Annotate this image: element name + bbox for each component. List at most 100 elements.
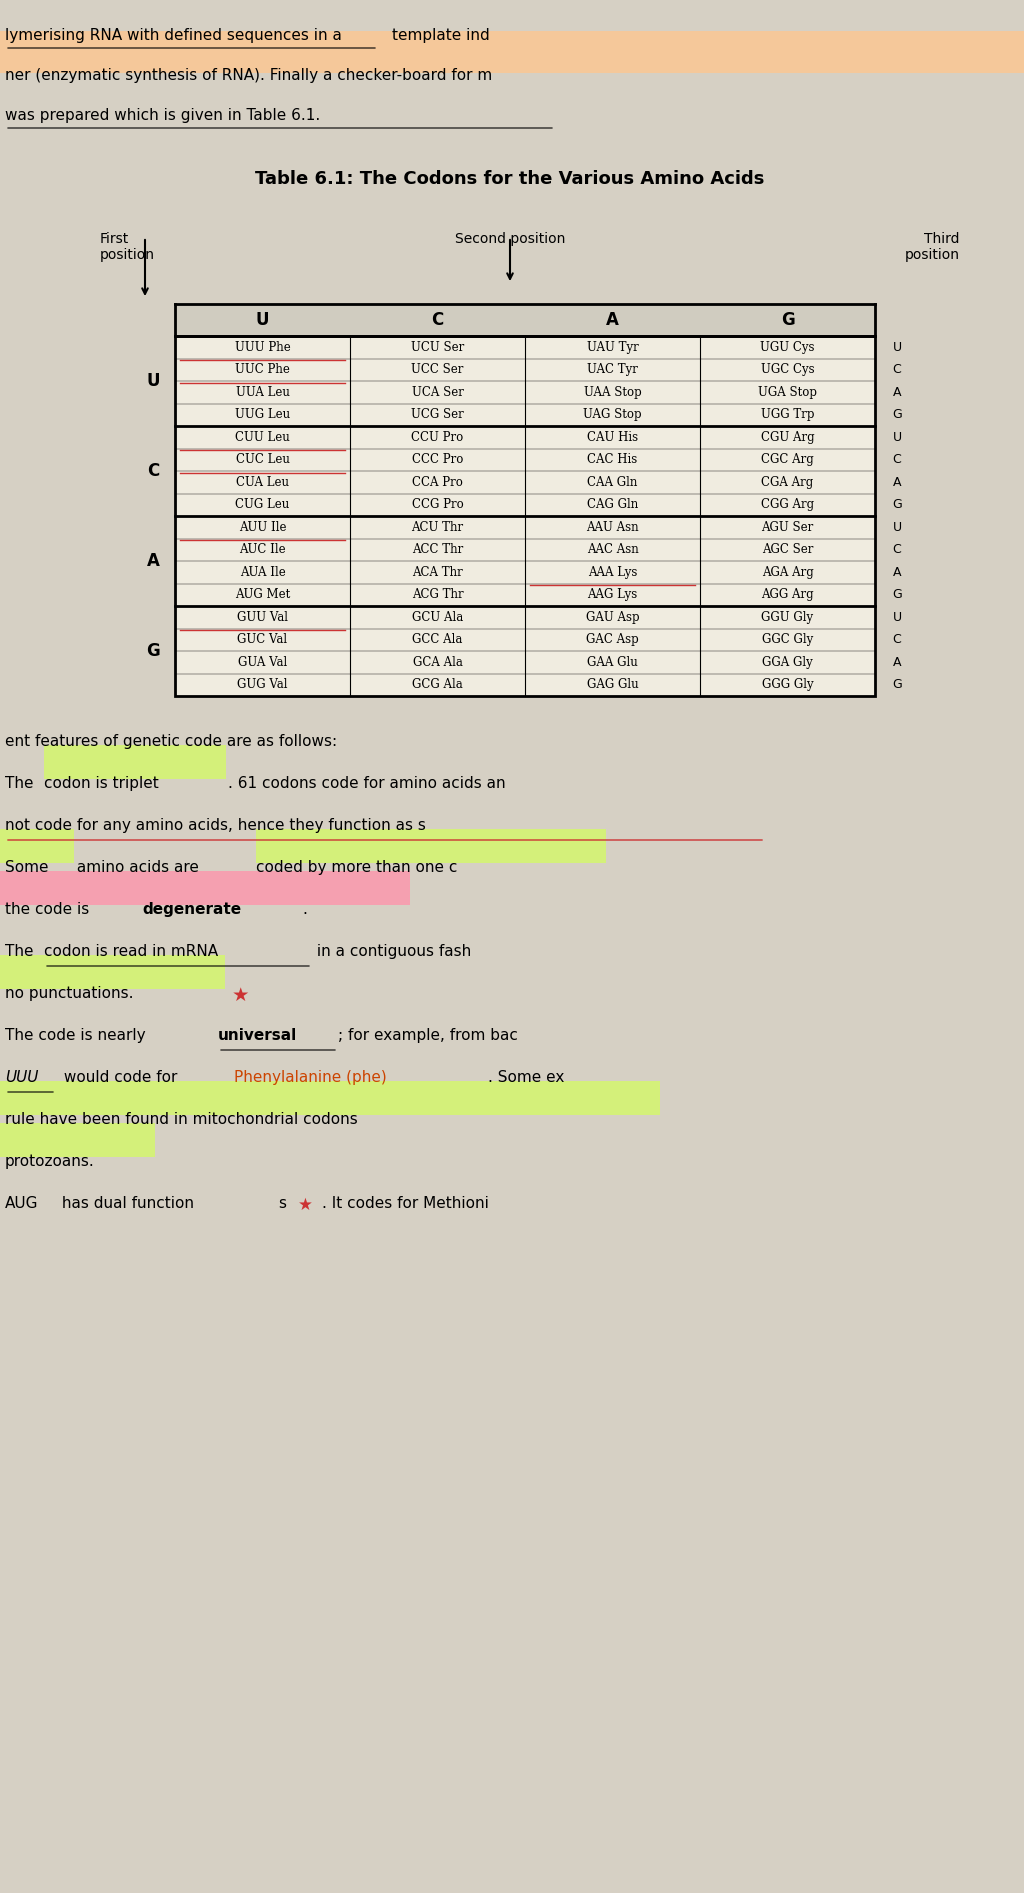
FancyBboxPatch shape [700, 426, 874, 517]
Text: UAA Stop: UAA Stop [584, 386, 641, 399]
Text: template ind: template ind [392, 28, 489, 44]
Text: rule have been found in mitochondrial codons: rule have been found in mitochondrial co… [5, 1111, 357, 1126]
Text: GCU Ala: GCU Ala [412, 611, 463, 625]
Text: CGU Arg: CGU Arg [761, 432, 814, 443]
Text: UCA Ser: UCA Ser [412, 386, 464, 399]
Text: protozoans.: protozoans. [5, 1155, 95, 1170]
Text: AAG Lys: AAG Lys [588, 589, 638, 602]
Text: . Some ex: . Some ex [488, 1070, 564, 1085]
FancyBboxPatch shape [700, 335, 874, 426]
Text: ACU Thr: ACU Thr [412, 521, 464, 534]
Text: GAU Asp: GAU Asp [586, 611, 639, 625]
Text: A: A [893, 566, 901, 579]
Text: G: G [892, 589, 902, 602]
Text: ; for example, from bac: ; for example, from bac [338, 1028, 518, 1043]
Text: AUC Ile: AUC Ile [240, 543, 286, 557]
FancyBboxPatch shape [175, 606, 350, 697]
Text: C: C [893, 452, 901, 466]
Text: not code for any amino acids, hence they function as s: not code for any amino acids, hence they… [5, 818, 426, 833]
Text: ner (enzymatic synthesis of RNA). Finally a checker-board for m: ner (enzymatic synthesis of RNA). Finall… [5, 68, 493, 83]
Text: CUA Leu: CUA Leu [236, 475, 289, 488]
Text: degenerate: degenerate [142, 901, 241, 916]
Text: ★: ★ [298, 1196, 313, 1213]
Text: GGG Gly: GGG Gly [762, 678, 813, 691]
FancyBboxPatch shape [0, 871, 410, 905]
Text: CCC Pro: CCC Pro [412, 452, 463, 466]
Text: CUU Leu: CUU Leu [236, 432, 290, 443]
Text: AUG: AUG [5, 1196, 39, 1212]
Text: A: A [606, 310, 618, 329]
Text: CAG Gln: CAG Gln [587, 498, 638, 511]
Text: CGG Arg: CGG Arg [761, 498, 814, 511]
Text: GAA Glu: GAA Glu [587, 655, 638, 668]
Text: GGU Gly: GGU Gly [762, 611, 813, 625]
Text: GUU Val: GUU Val [237, 611, 288, 625]
Text: ACC Thr: ACC Thr [412, 543, 463, 557]
Text: AUG Met: AUG Met [234, 589, 290, 602]
Text: A: A [893, 386, 901, 399]
FancyBboxPatch shape [525, 426, 700, 517]
Text: GAC Asp: GAC Asp [586, 634, 639, 646]
Text: Second position: Second position [455, 233, 565, 246]
FancyBboxPatch shape [350, 606, 525, 697]
Text: Table 6.1: The Codons for the Various Amino Acids: Table 6.1: The Codons for the Various Am… [255, 170, 765, 187]
Text: A: A [893, 655, 901, 668]
FancyBboxPatch shape [175, 426, 350, 517]
Text: C: C [893, 363, 901, 377]
Text: AAU Asn: AAU Asn [586, 521, 639, 534]
Text: U: U [893, 432, 901, 443]
Text: CGA Arg: CGA Arg [762, 475, 814, 488]
Text: ent features of genetic code are as follows:: ent features of genetic code are as foll… [5, 734, 337, 750]
Text: has dual function: has dual function [57, 1196, 194, 1212]
Text: codon is read in mRNA: codon is read in mRNA [44, 945, 218, 960]
Text: CAA Gln: CAA Gln [588, 475, 638, 488]
FancyBboxPatch shape [350, 517, 525, 606]
Text: . It codes for Methioni: . It codes for Methioni [322, 1196, 488, 1212]
Text: UUG Leu: UUG Leu [234, 409, 290, 422]
Text: UAU Tyr: UAU Tyr [587, 341, 638, 354]
Text: lymerising RNA with defined sequences in a: lymerising RNA with defined sequences in… [5, 28, 347, 44]
Text: C: C [893, 543, 901, 557]
Text: U: U [893, 341, 901, 354]
Text: G: G [780, 310, 795, 329]
Text: AGA Arg: AGA Arg [762, 566, 813, 579]
Text: UUU: UUU [5, 1070, 38, 1085]
Text: s: s [278, 1196, 286, 1212]
Text: UGC Cys: UGC Cys [761, 363, 814, 377]
Text: GGA Gly: GGA Gly [762, 655, 813, 668]
FancyBboxPatch shape [175, 305, 874, 335]
Text: The: The [5, 945, 38, 960]
Text: GAG Glu: GAG Glu [587, 678, 638, 691]
Text: The code is nearly: The code is nearly [5, 1028, 151, 1043]
Text: GCG Ala: GCG Ala [412, 678, 463, 691]
Text: A: A [146, 553, 160, 570]
Text: The: The [5, 776, 38, 791]
Text: G: G [892, 409, 902, 422]
Text: UGG Trp: UGG Trp [761, 409, 814, 422]
Text: AGC Ser: AGC Ser [762, 543, 813, 557]
Text: U: U [256, 310, 269, 329]
Text: UAC Tyr: UAC Tyr [587, 363, 638, 377]
Text: UCG Ser: UCG Ser [411, 409, 464, 422]
FancyBboxPatch shape [0, 829, 74, 863]
Text: GCA Ala: GCA Ala [413, 655, 463, 668]
FancyBboxPatch shape [525, 517, 700, 606]
Text: was prepared which is given in Table 6.1.: was prepared which is given in Table 6.1… [5, 108, 321, 123]
Text: ★: ★ [232, 986, 250, 1005]
FancyBboxPatch shape [0, 954, 225, 988]
FancyBboxPatch shape [700, 517, 874, 606]
Text: AAC Asn: AAC Asn [587, 543, 638, 557]
Text: amino acids are: amino acids are [72, 859, 204, 875]
Text: CCU Pro: CCU Pro [412, 432, 464, 443]
Text: coded by more than one c: coded by more than one c [256, 859, 458, 875]
Text: CAU His: CAU His [587, 432, 638, 443]
Text: universal: universal [218, 1028, 297, 1043]
Text: AUA Ile: AUA Ile [240, 566, 286, 579]
Text: UUU Phe: UUU Phe [234, 341, 291, 354]
Text: .: . [302, 901, 307, 916]
Text: CCA Pro: CCA Pro [412, 475, 463, 488]
FancyBboxPatch shape [525, 335, 700, 426]
Text: CAC His: CAC His [588, 452, 638, 466]
Text: UCU Ser: UCU Ser [411, 341, 464, 354]
Text: GGC Gly: GGC Gly [762, 634, 813, 646]
